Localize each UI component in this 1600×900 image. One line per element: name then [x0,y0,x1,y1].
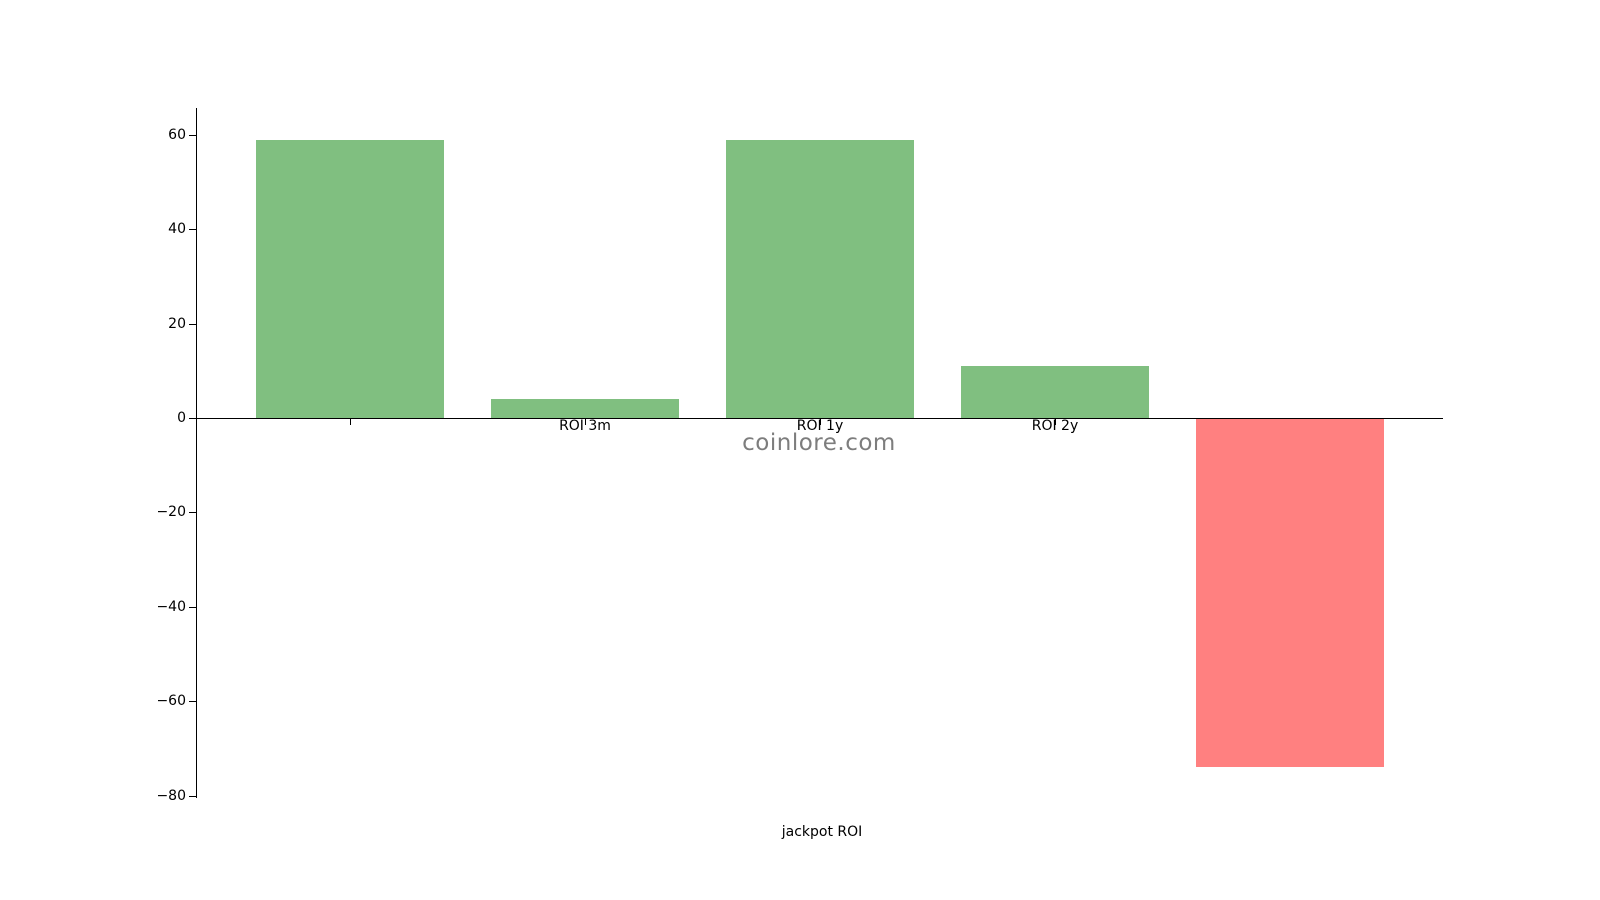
x-tick-mark [585,418,586,425]
x-axis-line [196,418,1443,419]
y-tick-label: 20 [168,315,186,332]
y-tick-label: −40 [156,598,186,615]
bar-roi-3m [491,399,679,418]
y-tick-label: −20 [156,504,186,521]
y-tick-mark [189,418,196,419]
bar-unlabeled-5 [1196,418,1384,768]
y-tick-label: 0 [177,410,186,426]
bar-roi-2y [961,366,1149,418]
x-tick-mark [820,418,821,425]
x-tick-mark [350,418,351,425]
y-tick-label: −60 [156,693,186,710]
y-tick-mark [189,512,196,514]
y-tick-mark [189,795,196,797]
x-axis-title: jackpot ROI [781,824,863,840]
x-tick-label: ROI 3m [559,418,611,434]
watermark: coinlore.com [742,430,896,456]
y-tick-mark [189,606,196,608]
y-tick-mark [189,229,196,231]
x-tick-label: ROI 2y [1031,418,1079,434]
y-axis-line [196,108,197,798]
y-tick-label: 60 [168,126,186,143]
y-tick-mark [189,134,196,136]
y-tick-mark [189,323,196,325]
x-tick-label: ROI 1y [796,418,844,434]
y-tick-label: 40 [168,221,186,238]
x-tick-mark [1055,418,1056,425]
y-tick-mark [189,701,196,703]
bar-unlabeled-1 [256,139,444,418]
bar-roi-1y [726,139,914,418]
y-tick-label: −80 [156,787,186,804]
